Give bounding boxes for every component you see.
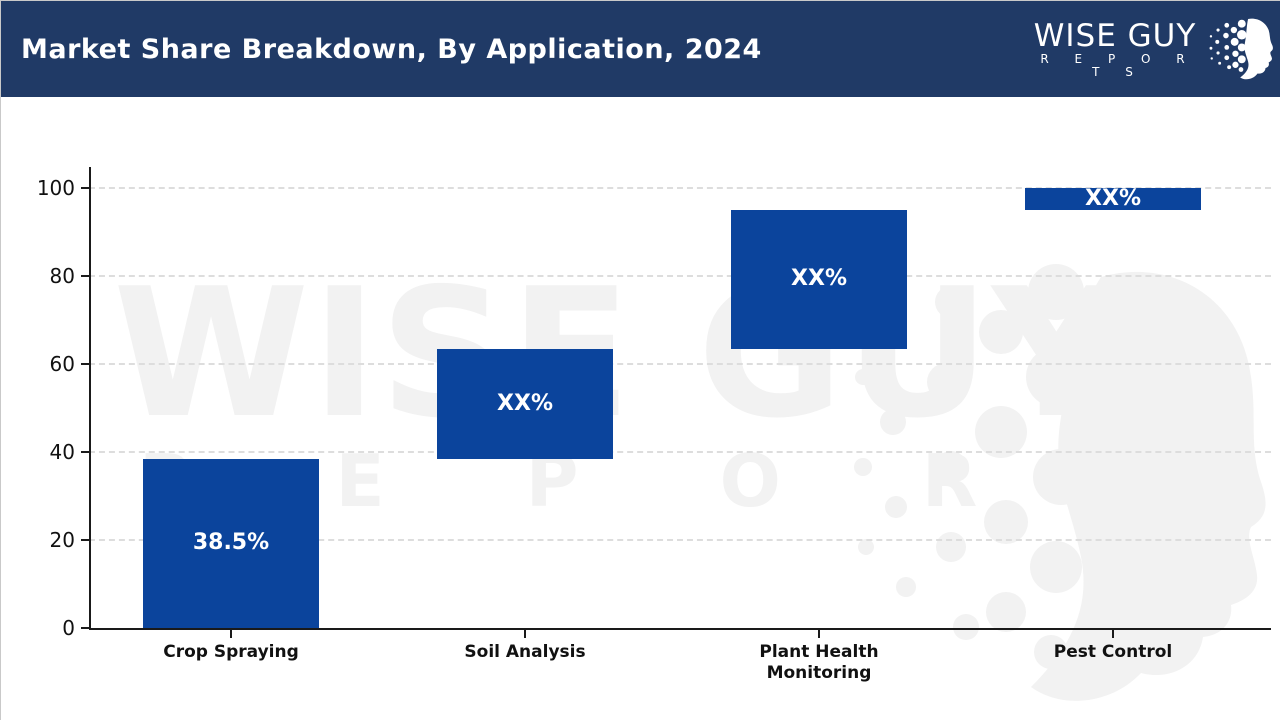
- wiseguy-logo-name: WISE GUY: [1033, 17, 1197, 54]
- bar-soil-analysis: XX%: [437, 348, 613, 459]
- x-axis-line: [89, 628, 1271, 630]
- wiseguy-face-icon: [1209, 18, 1273, 80]
- bar-value-label-soil-analysis: XX%: [497, 390, 553, 416]
- bar-plant-health-monitoring: XX%: [731, 210, 907, 349]
- market-share-chart: WISE GUY R E P O R T S 02040608010038.5%…: [1, 97, 1280, 720]
- bar-crop-spraying: 38.5%: [143, 458, 319, 628]
- gridline-80: [89, 275, 1271, 277]
- y-tick-label-100: 100: [36, 176, 75, 200]
- category-label-pest-control: Pest Control: [1053, 642, 1173, 662]
- category-label-crop-spraying: Crop Spraying: [163, 642, 299, 662]
- y-tick-label-80: 80: [49, 264, 75, 288]
- watermark-face-pattern: [854, 264, 1266, 701]
- wiseguy-logo-subtitle: R E P O R T S: [1040, 51, 1196, 80]
- x-tick-soil-analysis: [524, 630, 526, 638]
- gridline-20: [89, 539, 1271, 541]
- y-tick-label-0: 0: [62, 616, 75, 640]
- bar-value-label-pest-control: XX%: [1085, 186, 1141, 211]
- category-label-plant-health-monitoring: Plant Health Monitoring: [759, 642, 879, 684]
- bar-value-label-plant-health-monitoring: XX%: [791, 266, 847, 292]
- wiseguy-logo: WISE GUY R E P O R T S: [1025, 7, 1275, 91]
- bar-value-label-crop-spraying: 38.5%: [192, 530, 270, 556]
- y-tick-60: [81, 363, 89, 365]
- header-banner: Market Share Breakdown, By Application, …: [1, 1, 1280, 97]
- category-label-soil-analysis: Soil Analysis: [464, 642, 586, 662]
- y-tick-label-20: 20: [49, 528, 75, 552]
- wiseguy-logo-text: WISE GUY R E P O R T S: [1025, 19, 1205, 79]
- gridline-100: [89, 187, 1271, 189]
- x-tick-plant-health-monitoring: [818, 630, 820, 638]
- y-axis-line: [89, 167, 91, 630]
- x-tick-pest-control: [1112, 630, 1114, 638]
- y-tick-80: [81, 275, 89, 277]
- bar-pest-control: XX%: [1025, 188, 1201, 210]
- y-tick-20: [81, 539, 89, 541]
- gridline-60: [89, 363, 1271, 365]
- gridline-40: [89, 451, 1271, 453]
- y-tick-label-40: 40: [49, 440, 75, 464]
- y-tick-40: [81, 451, 89, 453]
- y-tick-label-60: 60: [49, 352, 75, 376]
- page-title: Market Share Breakdown, By Application, …: [21, 33, 762, 65]
- y-tick-0: [81, 627, 89, 629]
- y-tick-100: [81, 187, 89, 189]
- x-tick-crop-spraying: [230, 630, 232, 638]
